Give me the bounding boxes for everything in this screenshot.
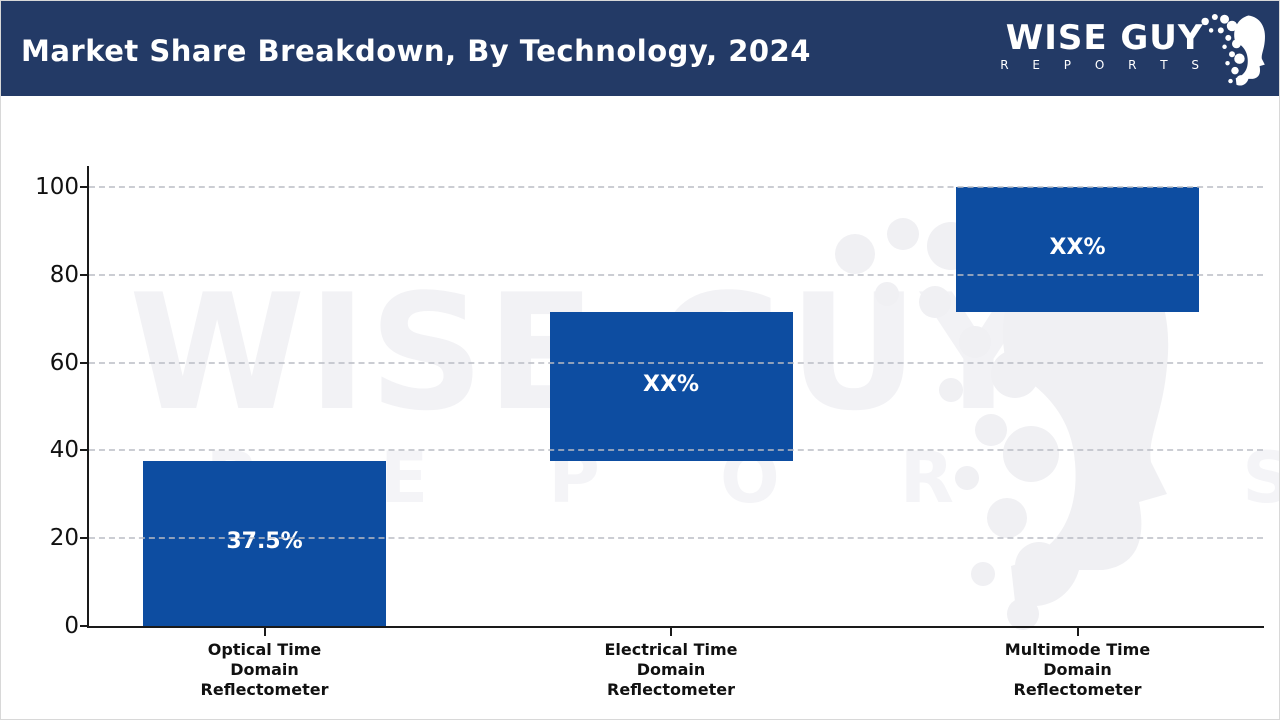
bar-segment: 37.5% bbox=[143, 461, 386, 626]
y-tick-mark bbox=[80, 186, 88, 188]
x-tick-mark bbox=[263, 628, 266, 636]
y-tick-mark bbox=[80, 361, 88, 364]
y-tick-label: 80 bbox=[49, 261, 79, 288]
y-tick-mark bbox=[80, 273, 88, 276]
bar-segment: XX% bbox=[549, 312, 793, 462]
y-tick-label: 0 bbox=[64, 613, 79, 639]
logo-text: WISE GUY R E P O R T S bbox=[1000, 19, 1209, 72]
category-label: Multimode Time Domain Reflectometer bbox=[938, 640, 1218, 700]
category-label: Optical Time Domain Reflectometer bbox=[125, 640, 405, 700]
gridline-40 bbox=[89, 449, 1263, 452]
gridline-80 bbox=[89, 273, 1263, 276]
bar-segment: XX% bbox=[956, 187, 1199, 313]
category-label-line: Domain bbox=[636, 660, 706, 679]
y-tick-mark bbox=[80, 537, 88, 540]
category-label-line: Reflectometer bbox=[200, 680, 329, 699]
category-label-line: Optical Time bbox=[207, 640, 322, 659]
x-axis-line bbox=[87, 626, 1264, 628]
logo-wordmark: WISE GUY bbox=[1005, 18, 1204, 58]
y-tick-mark bbox=[80, 449, 88, 452]
header: Market Share Breakdown, By Technology, 2… bbox=[1, 1, 1279, 96]
category-label-line: Reflectometer bbox=[1013, 680, 1142, 699]
gridline-20 bbox=[89, 537, 1263, 540]
x-tick-mark bbox=[1076, 628, 1079, 636]
category-label: Electrical Time Domain Reflectometer bbox=[531, 640, 811, 700]
category-label-line: Domain bbox=[230, 660, 299, 679]
page-title: Market Share Breakdown, By Technology, 2… bbox=[21, 34, 811, 68]
y-tick-label: 40 bbox=[49, 437, 79, 464]
watermark-head-icon bbox=[835, 218, 1169, 630]
category-label-line: Electrical Time bbox=[604, 640, 738, 659]
logo-subtitle: R E P O R T S bbox=[1000, 58, 1209, 72]
wiseguy-logo: WISE GUY R E P O R T S bbox=[1000, 9, 1267, 89]
gridline-60 bbox=[89, 361, 1263, 364]
gridline-100 bbox=[89, 186, 1263, 188]
y-tick-mark bbox=[80, 625, 88, 627]
category-label-line: Multimode Time bbox=[1004, 640, 1151, 659]
logo-head-icon bbox=[1201, 13, 1266, 86]
x-tick-mark bbox=[670, 628, 672, 636]
category-label-line: Reflectometer bbox=[607, 680, 735, 699]
y-tick-label: 100 bbox=[35, 174, 79, 200]
bar-value-label: XX% bbox=[1049, 234, 1106, 260]
y-tick-label: 20 bbox=[49, 525, 79, 552]
category-label-line: Domain bbox=[1043, 660, 1112, 679]
bar-value-label: 37.5% bbox=[226, 528, 303, 554]
y-axis-line bbox=[87, 166, 89, 628]
y-tick-label: 60 bbox=[49, 349, 79, 376]
bar-value-label: XX% bbox=[643, 371, 699, 397]
